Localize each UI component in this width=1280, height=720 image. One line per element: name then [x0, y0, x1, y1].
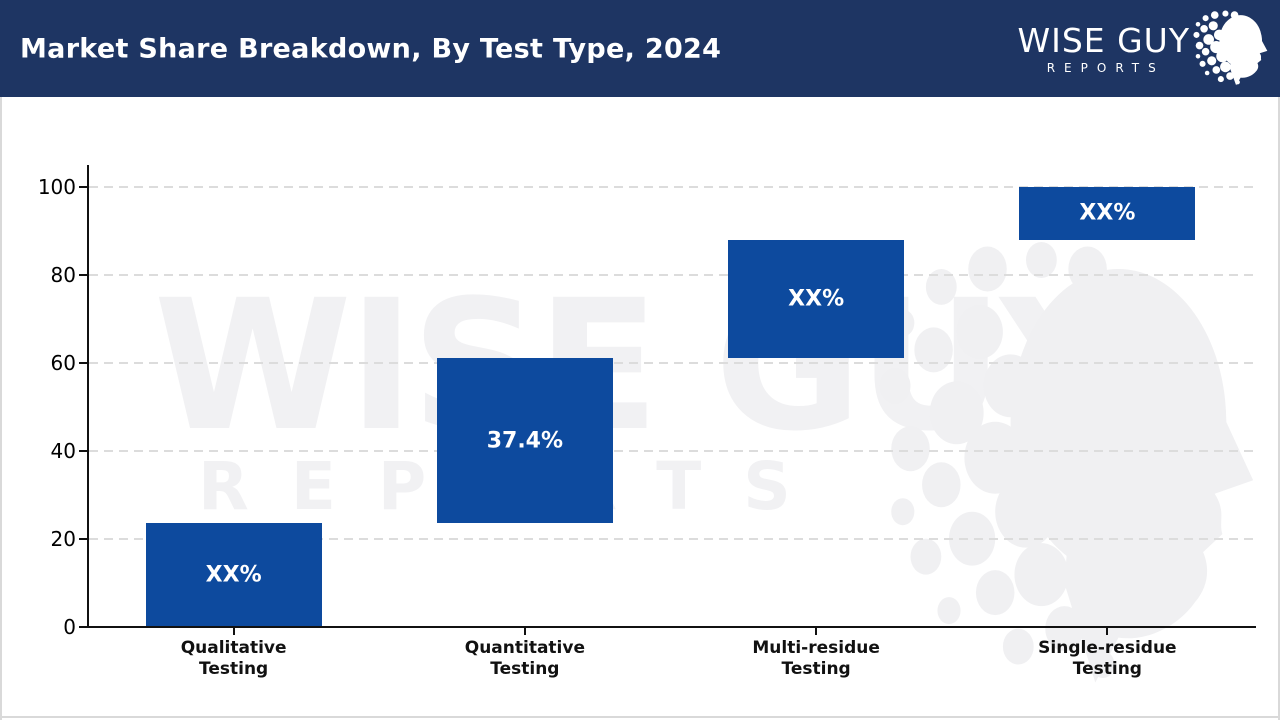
bar-value-label: 37.4%	[486, 428, 564, 454]
bar-value-label: XX%	[788, 286, 845, 312]
y-tick-mark	[79, 361, 87, 364]
x-category-label: Single-residue Testing	[1038, 638, 1177, 680]
plot-area: 0 20 40 60 80 100 Qualitative Testing Quantitat…	[0, 97, 1280, 720]
x-axis-spine	[87, 626, 1256, 628]
frame-border-bottom	[0, 716, 1280, 718]
y-tick-label: 80	[50, 262, 76, 287]
chart-title: Market Share Breakdown, By Test Type, 20…	[20, 33, 722, 64]
gridline	[89, 361, 1256, 364]
y-tick-label: 20	[50, 526, 76, 551]
y-tick-label: 100	[37, 174, 76, 199]
gridline	[89, 185, 1256, 188]
y-axis-spine	[87, 165, 89, 627]
logo-text: WISE GUY REPORTS	[1017, 24, 1190, 74]
bar-value-label: XX%	[1079, 200, 1136, 226]
bar-segment	[728, 239, 905, 359]
gridline	[89, 449, 1256, 452]
bar-value-label: XX%	[205, 562, 262, 588]
wise-guy-logo: WISE GUY REPORTS	[1017, 9, 1270, 89]
dotted-head-watermark-icon	[879, 241, 1254, 683]
bar-segment	[145, 523, 322, 627]
gridline	[89, 273, 1256, 276]
dotted-head-logo-icon	[1193, 10, 1268, 86]
x-category-label: Quantitative Testing	[464, 638, 585, 680]
logo-text-line1: WISE GUY	[1017, 21, 1190, 60]
x-tick-mark	[1106, 628, 1109, 635]
frame-border-left	[0, 97, 2, 720]
y-tick-mark	[79, 537, 87, 540]
logo-text-line2: REPORTS	[1046, 61, 1165, 75]
header-bar: Market Share Breakdown, By Test Type, 20…	[0, 0, 1280, 97]
x-category-label: Qualitative Testing	[180, 638, 287, 680]
gridline	[89, 537, 1256, 540]
bar-segment	[436, 358, 613, 524]
y-tick-label: 0	[63, 615, 76, 639]
y-tick-mark	[79, 185, 87, 188]
y-tick-mark	[79, 449, 87, 452]
x-tick-mark	[523, 628, 526, 635]
y-tick-mark	[79, 273, 87, 276]
frame-border-right	[1278, 97, 1280, 720]
y-tick-mark	[79, 626, 87, 628]
y-tick-label: 60	[50, 350, 76, 375]
x-tick-mark	[815, 628, 818, 635]
x-tick-mark	[232, 628, 235, 635]
y-tick-label: 40	[50, 438, 76, 463]
bar-segment	[1019, 186, 1196, 240]
x-category-label: Multi-residue Testing	[752, 638, 880, 680]
